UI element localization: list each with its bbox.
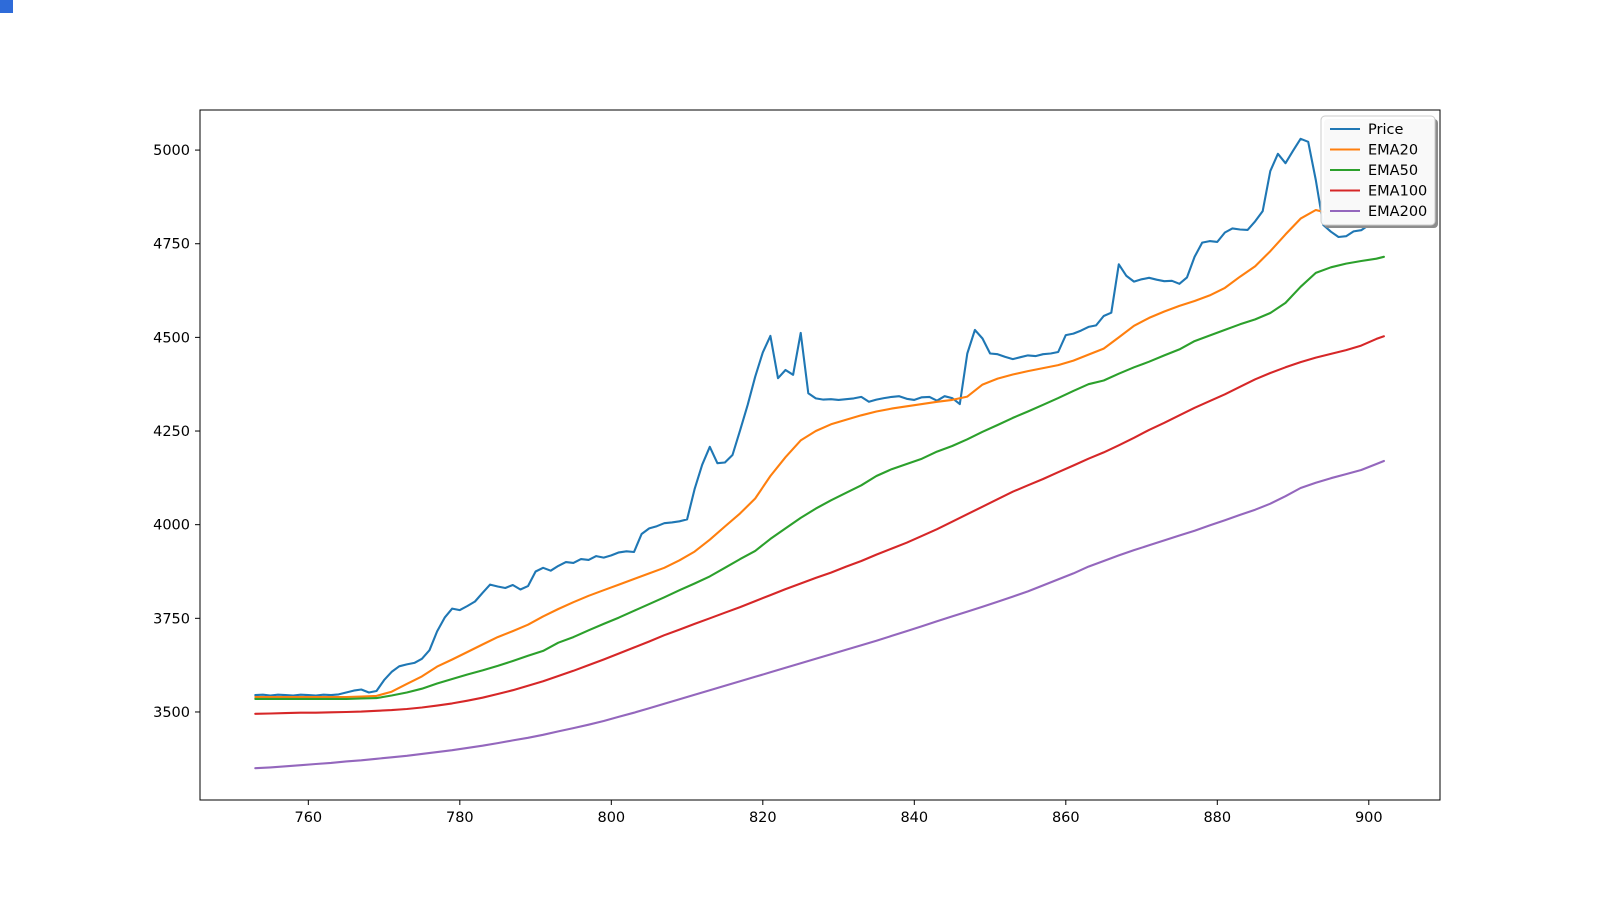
legend-item-ema200: EMA200 — [1330, 204, 1427, 220]
x-tick-label: 840 — [900, 810, 928, 826]
y-axis: 3500 3750 4000 4250 4500 4750 5000 — [153, 143, 200, 721]
top-left-blue-artifact — [0, 0, 13, 13]
x-tick-label: 820 — [749, 810, 777, 826]
legend-label-ema20: EMA20 — [1368, 143, 1418, 159]
x-tick-label: 780 — [446, 810, 474, 826]
axes-spines — [199, 109, 1441, 801]
legend-label-ema100: EMA100 — [1368, 184, 1427, 200]
y-tick-label: 3750 — [153, 611, 190, 627]
x-tick-label: 880 — [1203, 810, 1231, 826]
y-tick-label: 5000 — [153, 143, 190, 159]
x-tick-label: 800 — [597, 810, 625, 826]
y-tick-label: 4250 — [153, 424, 190, 440]
legend-label-ema50: EMA50 — [1368, 163, 1418, 179]
legend-item-price: Price — [1330, 122, 1403, 138]
legend-item-ema50: EMA50 — [1330, 163, 1418, 179]
x-tick-label: 760 — [294, 810, 322, 826]
legend-label-price: Price — [1368, 122, 1403, 138]
series-line-ema200 — [254, 459, 1385, 770]
x-axis: 760 780 800 820 840 860 880 900 — [294, 800, 1383, 826]
y-tick-label: 4000 — [153, 518, 190, 534]
legend-box — [1320, 115, 1436, 226]
y-tick-label: 3500 — [153, 705, 190, 721]
legend-item-ema20: EMA20 — [1330, 143, 1418, 159]
y-tick-label: 4750 — [153, 237, 190, 253]
series-line-ema100 — [254, 335, 1385, 715]
series-line-price — [254, 137, 1385, 697]
legend-label-ema200: EMA200 — [1368, 204, 1427, 220]
x-tick-label: 900 — [1355, 810, 1383, 826]
y-tick-label: 4500 — [153, 330, 190, 346]
series-lines — [254, 137, 1385, 770]
x-tick-label: 860 — [1052, 810, 1080, 826]
legend: Price EMA20 EMA50 EMA100 EMA200 — [1320, 115, 1438, 228]
legend-item-ema100: EMA100 — [1330, 184, 1427, 200]
series-line-ema20 — [254, 208, 1385, 699]
series-line-ema50 — [254, 255, 1385, 700]
